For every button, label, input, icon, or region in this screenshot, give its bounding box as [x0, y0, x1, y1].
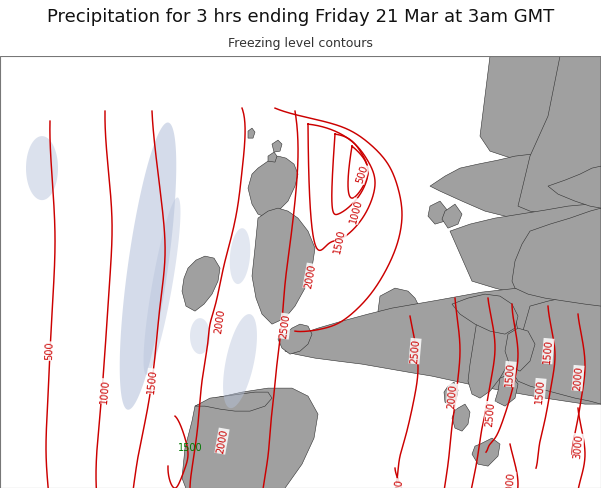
Polygon shape [468, 304, 518, 398]
Polygon shape [182, 256, 220, 311]
Text: 3500: 3500 [392, 478, 404, 488]
Text: 2500: 2500 [484, 401, 496, 427]
Polygon shape [450, 201, 601, 306]
Text: 500: 500 [355, 164, 370, 184]
Text: Precipitation for 3 hrs ending Friday 21 Mar at 3am GMT: Precipitation for 3 hrs ending Friday 21… [47, 8, 554, 26]
Text: 3000: 3000 [572, 433, 584, 459]
Text: 2000: 2000 [303, 263, 317, 289]
Polygon shape [26, 136, 58, 200]
Text: 2000: 2000 [446, 384, 458, 409]
Polygon shape [252, 208, 315, 324]
Polygon shape [430, 142, 601, 231]
Polygon shape [452, 404, 470, 431]
Polygon shape [518, 56, 601, 231]
Text: 1500: 1500 [332, 228, 347, 254]
Polygon shape [480, 56, 601, 161]
Text: 1500: 1500 [178, 443, 203, 453]
Polygon shape [512, 290, 601, 404]
Text: 3000: 3000 [504, 471, 516, 488]
Polygon shape [495, 374, 518, 406]
Text: 2000: 2000 [215, 428, 229, 454]
Polygon shape [278, 324, 312, 354]
Text: 2000: 2000 [572, 366, 584, 391]
Polygon shape [505, 328, 535, 371]
Polygon shape [442, 204, 462, 228]
Text: 1500: 1500 [145, 368, 158, 394]
Polygon shape [272, 140, 282, 152]
Polygon shape [512, 208, 601, 306]
Polygon shape [230, 228, 250, 284]
Text: 1000: 1000 [99, 379, 111, 404]
Text: Freezing level contours: Freezing level contours [228, 37, 373, 50]
Text: 1500: 1500 [534, 378, 546, 404]
Polygon shape [120, 122, 176, 410]
Text: 2500: 2500 [409, 338, 421, 364]
Polygon shape [223, 314, 257, 408]
Polygon shape [428, 201, 448, 224]
Polygon shape [452, 294, 518, 334]
Polygon shape [195, 392, 272, 411]
Polygon shape [248, 156, 298, 218]
Text: 1500: 1500 [542, 338, 554, 364]
Polygon shape [268, 152, 277, 162]
Text: 500: 500 [44, 342, 55, 361]
Polygon shape [378, 288, 420, 326]
Text: 2000: 2000 [213, 308, 227, 334]
Polygon shape [444, 382, 458, 406]
Polygon shape [190, 318, 210, 354]
Polygon shape [285, 276, 601, 404]
Text: 1500: 1500 [504, 362, 516, 387]
Polygon shape [472, 438, 500, 466]
Polygon shape [144, 198, 180, 375]
Polygon shape [182, 388, 318, 488]
Text: 2500: 2500 [278, 313, 291, 339]
Text: 1000: 1000 [348, 198, 364, 224]
Polygon shape [248, 128, 255, 138]
Polygon shape [548, 166, 601, 208]
